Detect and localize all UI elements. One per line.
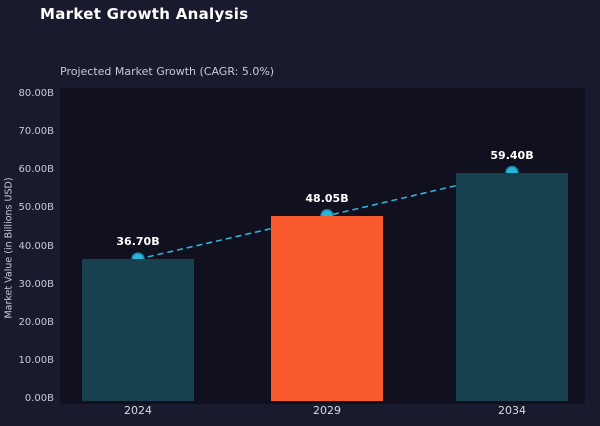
bar-value-label: 48.05B — [305, 191, 349, 205]
y-axis-tick-label: 80.00B — [18, 88, 55, 99]
x-axis-tick-label: 2029 — [313, 404, 341, 417]
y-axis-tick-label: 30.00B — [18, 278, 55, 290]
y-axis-tick-label: 20.00B — [18, 316, 55, 328]
bar-value-label: 59.40B — [490, 148, 534, 162]
y-axis-tick-label: 10.00B — [18, 354, 55, 366]
y-axis-tick-label: 40.00B — [18, 240, 55, 252]
bar-value-label: 36.70B — [116, 235, 160, 249]
bar-2029 — [271, 215, 383, 401]
bar-2034 — [456, 172, 568, 401]
chart-subtitle: Projected Market Growth (CAGR: 5.0%) — [60, 65, 275, 78]
y-axis-tick-label: 60.00B — [18, 164, 55, 176]
bar-2024 — [82, 259, 194, 401]
y-axis-tick-label: 50.00B — [18, 202, 55, 214]
x-axis-tick-label: 2024 — [124, 404, 152, 417]
y-axis-tick-label: 0.00B — [24, 393, 54, 404]
y-axis-tick-label: 70.00B — [18, 126, 55, 138]
x-axis-tick-label: 2034 — [498, 404, 526, 417]
chart-title: Market Growth Analysis — [40, 5, 249, 23]
